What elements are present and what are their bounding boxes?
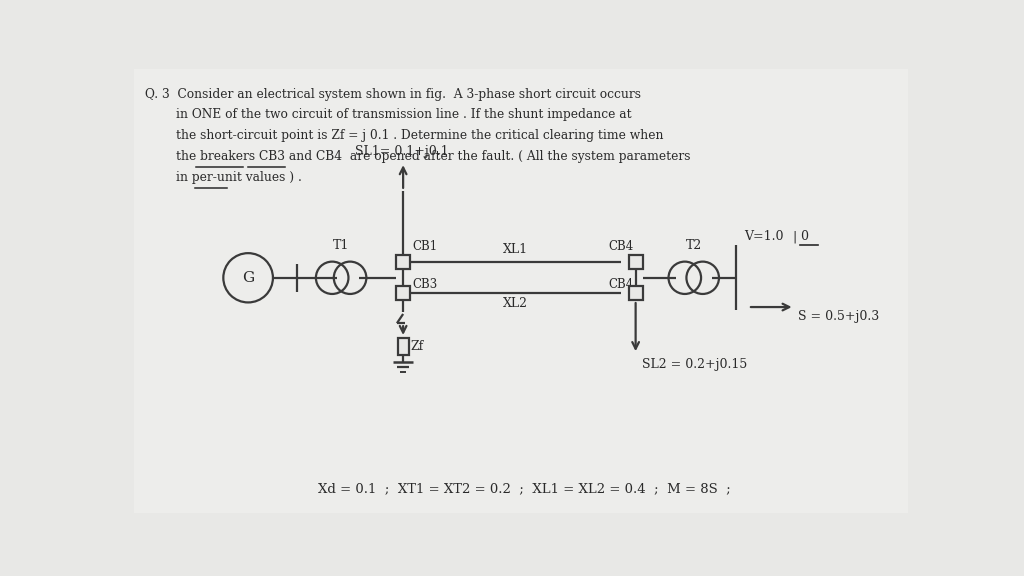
Bar [396, 256, 410, 270]
Text: V=1.0: V=1.0 [744, 230, 783, 243]
Text: SL2 = 0.2+j0.15: SL2 = 0.2+j0.15 [642, 358, 748, 371]
Text: CB4: CB4 [608, 240, 634, 253]
Text: T1: T1 [333, 240, 349, 252]
Bar [397, 338, 409, 355]
Text: S = 0.5+j0.3: S = 0.5+j0.3 [799, 310, 880, 323]
Text: Xd = 0.1  ;  XT1 = XT2 = 0.2  ;  XL1 = XL2 = 0.4  ;  M = 8S  ;: Xd = 0.1 ; XT1 = XT2 = 0.2 ; XL1 = XL2 =… [318, 483, 731, 496]
Text: |: | [793, 230, 797, 243]
Text: XL1: XL1 [503, 243, 528, 256]
Text: T2: T2 [686, 240, 701, 252]
Text: Q. 3  Consider an electrical system shown in fig.  A 3-phase short circuit occur: Q. 3 Consider an electrical system shown… [145, 88, 641, 101]
Text: CB1: CB1 [413, 240, 437, 253]
Text: G: G [242, 271, 254, 285]
Text: XL2: XL2 [503, 297, 528, 310]
Text: in per-unit values ) .: in per-unit values ) . [145, 170, 302, 184]
Text: the short-circuit point is Zf = j 0.1 . Determine the critical clearing time whe: the short-circuit point is Zf = j 0.1 . … [145, 129, 664, 142]
Bar [629, 286, 643, 300]
Text: the breakers CB3 and CB4  are opened after the fault. ( All the system parameter: the breakers CB3 and CB4 are opened afte… [145, 150, 690, 163]
Text: Zf: Zf [411, 340, 424, 353]
Text: CB4: CB4 [608, 278, 634, 291]
Bar [629, 256, 643, 270]
Text: CB3: CB3 [413, 278, 437, 291]
Text: in ONE of the two circuit of transmission line . If the shunt impedance at: in ONE of the two circuit of transmissio… [145, 108, 632, 122]
Text: SL1= 0.1+j0.1: SL1= 0.1+j0.1 [355, 146, 449, 158]
Text: 0: 0 [800, 230, 808, 243]
Bar [396, 286, 410, 300]
